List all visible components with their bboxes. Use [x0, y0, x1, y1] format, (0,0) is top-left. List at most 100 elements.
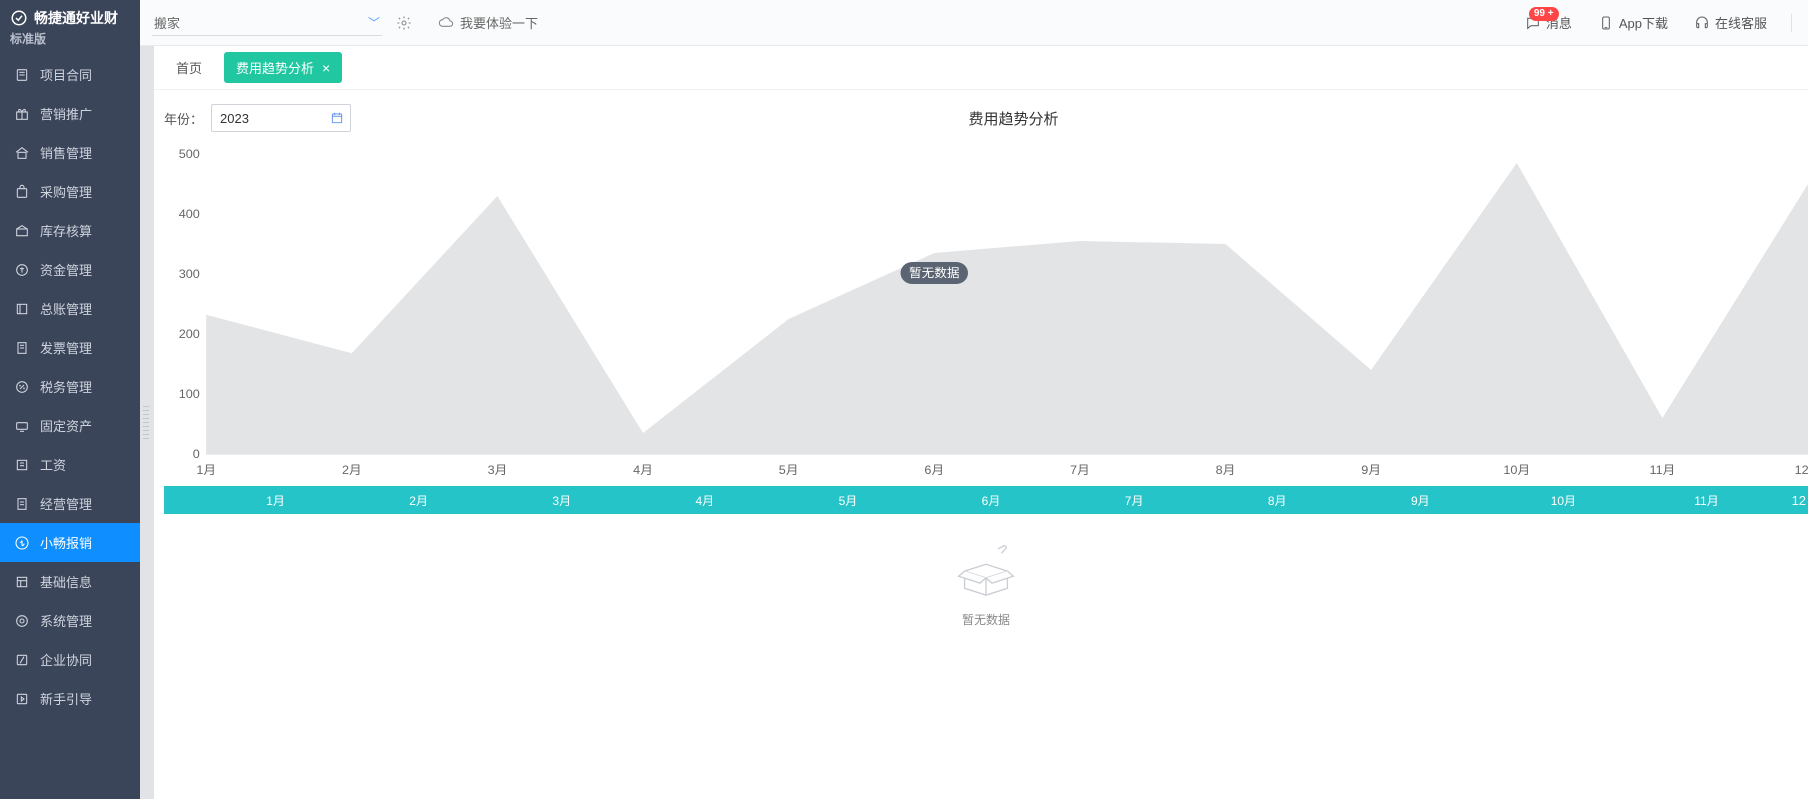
main-column: ﹀ 我要体验一下 99 + 消息 App下载 在线客服	[140, 0, 1808, 799]
svg-text:400: 400	[179, 207, 200, 221]
svg-text:0: 0	[193, 447, 200, 461]
sidebar-item-label: 基础信息	[40, 572, 92, 591]
year-select[interactable]: 2023	[211, 104, 351, 132]
tab-close-icon[interactable]: ×	[322, 61, 330, 75]
svg-text:200: 200	[179, 327, 200, 341]
filter-row: 年份： 2023 费用趋势分析	[164, 100, 1808, 140]
sidebar-item-label: 总账管理	[40, 299, 92, 318]
svg-text:5月: 5月	[779, 463, 799, 477]
gear-icon[interactable]	[396, 15, 412, 31]
contract-icon	[14, 67, 30, 83]
try-link-label: 我要体验一下	[460, 13, 538, 32]
sidebar-item-4[interactable]: 库存核算	[0, 211, 140, 250]
month-band-cell[interactable]: 5月	[776, 492, 919, 509]
month-band-cell[interactable]: 4月	[633, 492, 776, 509]
sidebar-item-6[interactable]: 总账管理	[0, 289, 140, 328]
brand-title: 畅捷通好业财	[34, 8, 118, 28]
asset-icon	[14, 418, 30, 434]
sidebar-item-8[interactable]: 税务管理	[0, 367, 140, 406]
sidebar-item-label: 库存核算	[40, 221, 92, 240]
support-label: 在线客服	[1715, 13, 1767, 32]
search-input[interactable]	[154, 15, 360, 30]
sidebar-item-5[interactable]: 资金管理	[0, 250, 140, 289]
svg-text:2月: 2月	[342, 463, 362, 477]
svg-text:4月: 4月	[633, 463, 653, 477]
sidebar-item-label: 固定资产	[40, 416, 92, 435]
sidebar-item-9[interactable]: 固定资产	[0, 406, 140, 445]
sidebar-item-1[interactable]: 营销推广	[0, 94, 140, 133]
sidebar-item-2[interactable]: 销售管理	[0, 133, 140, 172]
sidebar-item-7[interactable]: 发票管理	[0, 328, 140, 367]
collab-icon	[14, 652, 30, 668]
tab-expense-trend-label: 费用趋势分析	[236, 58, 314, 77]
empty-box-icon	[951, 542, 1021, 602]
sidebar-item-3[interactable]: 采购管理	[0, 172, 140, 211]
search-wrap: ﹀	[152, 10, 382, 36]
svg-text:1月: 1月	[196, 463, 216, 477]
sidebar-item-16[interactable]: 新手引导	[0, 679, 140, 718]
month-band-cell[interactable]: 3月	[490, 492, 633, 509]
sidebar-item-label: 小畅报销	[40, 533, 92, 552]
year-value: 2023	[220, 111, 249, 126]
topbar-divider	[1791, 14, 1792, 32]
month-band: 1月2月3月4月5月6月7月8月9月10月11月12	[164, 486, 1808, 514]
sidebar-item-label: 项目合同	[40, 65, 92, 84]
sidebar-item-12[interactable]: 小畅报销	[0, 523, 140, 562]
month-band-cell[interactable]: 11月	[1635, 492, 1778, 509]
sidebar-item-label: 企业协同	[40, 650, 92, 669]
calendar-icon	[330, 111, 344, 125]
biz-icon	[14, 496, 30, 512]
purchase-icon	[14, 184, 30, 200]
cloud-icon	[438, 15, 454, 31]
guide-icon	[14, 691, 30, 707]
month-band-cell[interactable]: 2月	[347, 492, 490, 509]
app-download-button[interactable]: App下载	[1592, 13, 1674, 32]
support-button[interactable]: 在线客服	[1688, 13, 1773, 32]
sidebar-item-label: 销售管理	[40, 143, 92, 162]
sidebar-collapse-handle[interactable]	[140, 46, 154, 799]
invoice-icon	[14, 340, 30, 356]
empty-state: 暂无数据	[164, 514, 1808, 638]
sidebar-item-label: 资金管理	[40, 260, 92, 279]
sidebar-item-10[interactable]: 工资	[0, 445, 140, 484]
tab-home[interactable]: 首页	[164, 52, 214, 83]
messages-button[interactable]: 99 + 消息	[1519, 13, 1578, 32]
tab-expense-trend[interactable]: 费用趋势分析 ×	[224, 52, 342, 83]
svg-text:500: 500	[179, 147, 200, 161]
sidebar-item-11[interactable]: 经营管理	[0, 484, 140, 523]
sidebar-item-14[interactable]: 系统管理	[0, 601, 140, 640]
search-dropdown-icon[interactable]: ﹀	[368, 14, 380, 31]
sidebar-item-13[interactable]: 基础信息	[0, 562, 140, 601]
brand-edition: 标准版	[0, 30, 140, 55]
month-band-cell[interactable]: 1月	[204, 492, 347, 509]
inventory-icon	[14, 223, 30, 239]
month-band-cell[interactable]: 7月	[1063, 492, 1206, 509]
svg-text:100: 100	[179, 387, 200, 401]
month-band-cell[interactable]: 6月	[919, 492, 1062, 509]
system-icon	[14, 613, 30, 629]
tax-icon	[14, 379, 30, 395]
messages-badge: 99 +	[1529, 7, 1559, 21]
panel: 年份： 2023 费用趋势分析 01002003004005001月2月3月4月…	[154, 90, 1808, 799]
chart-area: 01002003004005001月2月3月4月5月6月7月8月9月10月11月…	[164, 144, 1808, 484]
headset-icon	[1694, 15, 1710, 31]
svg-text:暂无数据: 暂无数据	[909, 265, 960, 280]
svg-text:8月: 8月	[1216, 463, 1236, 477]
month-band-cell[interactable]: 10月	[1492, 492, 1635, 509]
sidebar: 畅捷通好业财 标准版 项目合同营销推广销售管理采购管理库存核算资金管理总账管理发…	[0, 0, 140, 799]
salary-icon	[14, 457, 30, 473]
sidebar-item-0[interactable]: 项目合同	[0, 55, 140, 94]
try-link[interactable]: 我要体验一下	[438, 13, 538, 32]
sidebar-nav: 项目合同营销推广销售管理采购管理库存核算资金管理总账管理发票管理税务管理固定资产…	[0, 55, 140, 799]
svg-text:10月: 10月	[1503, 463, 1530, 477]
svg-text:12月: 12月	[1795, 463, 1808, 477]
chart-svg: 01002003004005001月2月3月4月5月6月7月8月9月10月11月…	[164, 144, 1808, 484]
sidebar-item-15[interactable]: 企业协同	[0, 640, 140, 679]
svg-text:7月: 7月	[1070, 463, 1090, 477]
month-band-cell[interactable]: 12	[1778, 493, 1808, 508]
sidebar-item-label: 新手引导	[40, 689, 92, 708]
app-download-label: App下载	[1619, 13, 1668, 32]
empty-text: 暂无数据	[164, 611, 1808, 628]
month-band-cell[interactable]: 9月	[1349, 492, 1492, 509]
month-band-cell[interactable]: 8月	[1206, 492, 1349, 509]
